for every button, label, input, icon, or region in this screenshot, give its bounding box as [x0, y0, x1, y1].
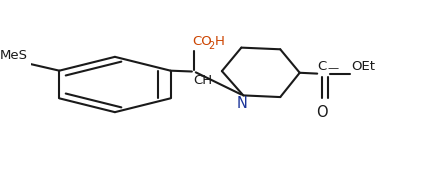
Text: CH: CH	[193, 74, 212, 87]
Text: OEt: OEt	[351, 60, 375, 73]
Text: C: C	[317, 60, 326, 73]
Text: —: —	[328, 63, 339, 73]
Text: O: O	[316, 105, 328, 120]
Text: MeS: MeS	[0, 49, 28, 62]
Text: H: H	[214, 35, 224, 48]
Text: N: N	[237, 96, 248, 111]
Text: CO: CO	[192, 35, 212, 48]
Text: 2: 2	[209, 41, 215, 51]
